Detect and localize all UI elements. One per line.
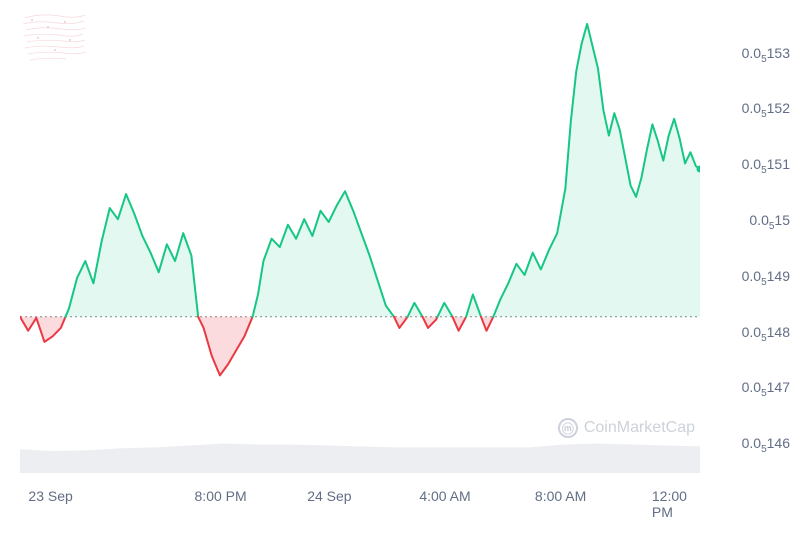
x-tick-label: 4:00 AM xyxy=(419,488,470,504)
x-tick-label: 8:00 AM xyxy=(535,488,586,504)
y-tick-label: 0.05149 xyxy=(742,268,790,288)
chart-svg xyxy=(20,10,700,473)
y-tick-label: 0.05147 xyxy=(742,379,790,399)
y-axis: 0.05153 0.05152 0.05151 0.0515 0.05149 0.0514… xyxy=(710,10,790,473)
price-chart xyxy=(20,10,700,473)
x-tick-label: 23 Sep xyxy=(28,488,72,504)
watermark-text: CoinMarketCap xyxy=(584,419,695,437)
area-above xyxy=(253,191,394,317)
y-tick-label: 0.05151 xyxy=(742,156,790,176)
y-tick-label: 0.05152 xyxy=(742,101,790,121)
y-tick-label: 0.05153 xyxy=(742,45,790,65)
x-tick-label: 12:00 PM xyxy=(652,488,687,520)
watermark-icon: ⓜ xyxy=(558,418,578,438)
x-tick-label: 8:00 PM xyxy=(195,488,247,504)
area-above xyxy=(65,194,198,317)
watermark: ⓜ CoinMarketCap xyxy=(558,418,695,438)
y-tick-label: 0.05146 xyxy=(742,435,790,455)
x-tick-label: 24 Sep xyxy=(307,488,351,504)
y-tick-label: 0.0515 xyxy=(749,212,790,232)
x-axis: 23 Sep 8:00 PM 24 Sep 4:00 AM 8:00 AM 12:00 P… xyxy=(20,488,700,518)
y-tick-label: 0.05148 xyxy=(742,324,790,344)
volume-area xyxy=(20,444,700,473)
